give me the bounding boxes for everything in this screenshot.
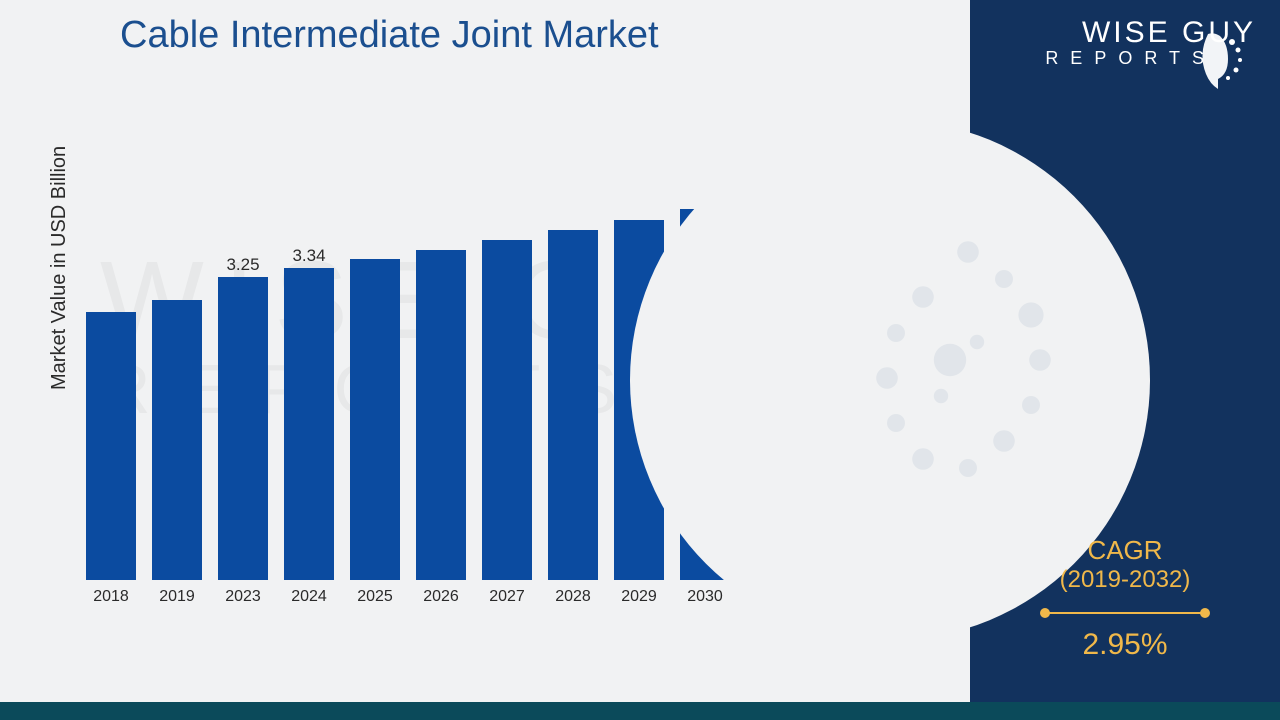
cagr-title: CAGR bbox=[1000, 535, 1250, 566]
xtick-label: 2025 bbox=[350, 588, 400, 606]
xtick-label: 2024 bbox=[284, 588, 334, 606]
bar-group bbox=[482, 218, 532, 580]
bar-group bbox=[86, 290, 136, 580]
cagr-block: CAGR (2019-2032) 2.95% bbox=[1000, 535, 1250, 662]
xtick-label: 2027 bbox=[482, 588, 532, 606]
right-panel: WISE GUY REPORTS CAGR (2019-2032) 2.95% bbox=[970, 0, 1280, 702]
footer-bar bbox=[0, 702, 1280, 720]
bar-group bbox=[350, 237, 400, 580]
xtick-label: 2023 bbox=[218, 588, 268, 606]
xtick-label: 2030 bbox=[680, 588, 730, 606]
bar bbox=[218, 277, 268, 580]
bar bbox=[416, 250, 466, 580]
xtick-label: 2019 bbox=[152, 588, 202, 606]
xtick-label: 2026 bbox=[416, 588, 466, 606]
bar-group: 3.34 bbox=[284, 246, 334, 580]
cagr-divider bbox=[1045, 612, 1205, 614]
cagr-period: (2019-2032) bbox=[1000, 566, 1250, 594]
bar-group bbox=[548, 208, 598, 580]
cagr-value: 2.95% bbox=[1000, 628, 1250, 662]
logo-head-icon bbox=[1198, 24, 1248, 94]
bar-value-label: 3.25 bbox=[226, 255, 259, 275]
bar bbox=[86, 312, 136, 580]
bar-group: 3.25 bbox=[218, 255, 268, 580]
bar bbox=[152, 300, 202, 580]
xtick-label: 2029 bbox=[614, 588, 664, 606]
yaxis-label: Market Value in USD Billion bbox=[48, 146, 71, 390]
bar-group bbox=[152, 278, 202, 580]
chart-title: Cable Intermediate Joint Market bbox=[120, 14, 659, 57]
bar bbox=[350, 259, 400, 580]
logo-line2: REPORTS bbox=[1045, 48, 1216, 69]
bar bbox=[284, 268, 334, 580]
bar bbox=[482, 240, 532, 580]
logo: WISE GUY REPORTS bbox=[1045, 16, 1256, 69]
bar-value-label: 3.34 bbox=[292, 246, 325, 266]
xtick-label: 2018 bbox=[86, 588, 136, 606]
bar-group bbox=[416, 228, 466, 580]
xtick-label: 2028 bbox=[548, 588, 598, 606]
bar bbox=[548, 230, 598, 580]
